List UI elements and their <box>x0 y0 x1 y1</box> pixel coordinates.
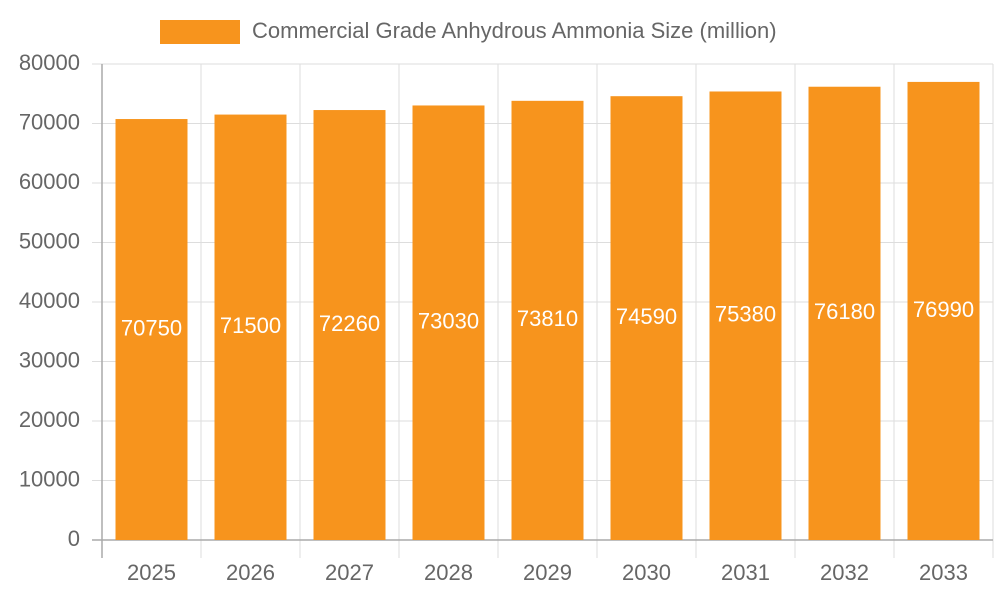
x-tick-label: 2028 <box>424 560 473 585</box>
bar <box>511 100 584 540</box>
x-tick-label: 2027 <box>325 560 374 585</box>
data-label: 73810 <box>517 306 578 331</box>
y-tick-label: 0 <box>68 526 80 551</box>
bar <box>907 81 980 541</box>
y-tick-label: 20000 <box>19 407 80 432</box>
y-tick-label: 30000 <box>19 347 80 372</box>
x-tick-label: 2025 <box>127 560 176 585</box>
x-tick-label: 2033 <box>919 560 968 585</box>
data-label: 71500 <box>220 313 281 338</box>
x-tick-label: 2031 <box>721 560 770 585</box>
legend-swatch <box>160 20 240 44</box>
y-tick-label: 80000 <box>19 50 80 75</box>
y-tick-label: 10000 <box>19 466 80 491</box>
x-tick-label: 2030 <box>622 560 671 585</box>
bar <box>214 114 287 540</box>
y-tick-label: 60000 <box>19 169 80 194</box>
data-label: 74590 <box>616 304 677 329</box>
bar <box>115 119 188 540</box>
y-tick-label: 50000 <box>19 228 80 253</box>
data-label: 70750 <box>121 315 182 340</box>
bar <box>808 86 881 540</box>
data-label: 76990 <box>913 297 974 322</box>
bar <box>610 96 683 540</box>
y-tick-label: 70000 <box>19 109 80 134</box>
x-tick-label: 2032 <box>820 560 869 585</box>
data-label: 73030 <box>418 309 479 334</box>
x-tick-label: 2026 <box>226 560 275 585</box>
y-tick-label: 40000 <box>19 288 80 313</box>
x-tick-label: 2029 <box>523 560 572 585</box>
data-label: 72260 <box>319 311 380 336</box>
legend-label: Commercial Grade Anhydrous Ammonia Size … <box>252 18 777 43</box>
bar <box>313 110 386 540</box>
data-label: 75380 <box>715 302 776 327</box>
bar <box>412 105 485 540</box>
data-label: 76180 <box>814 299 875 324</box>
bar <box>709 91 782 540</box>
